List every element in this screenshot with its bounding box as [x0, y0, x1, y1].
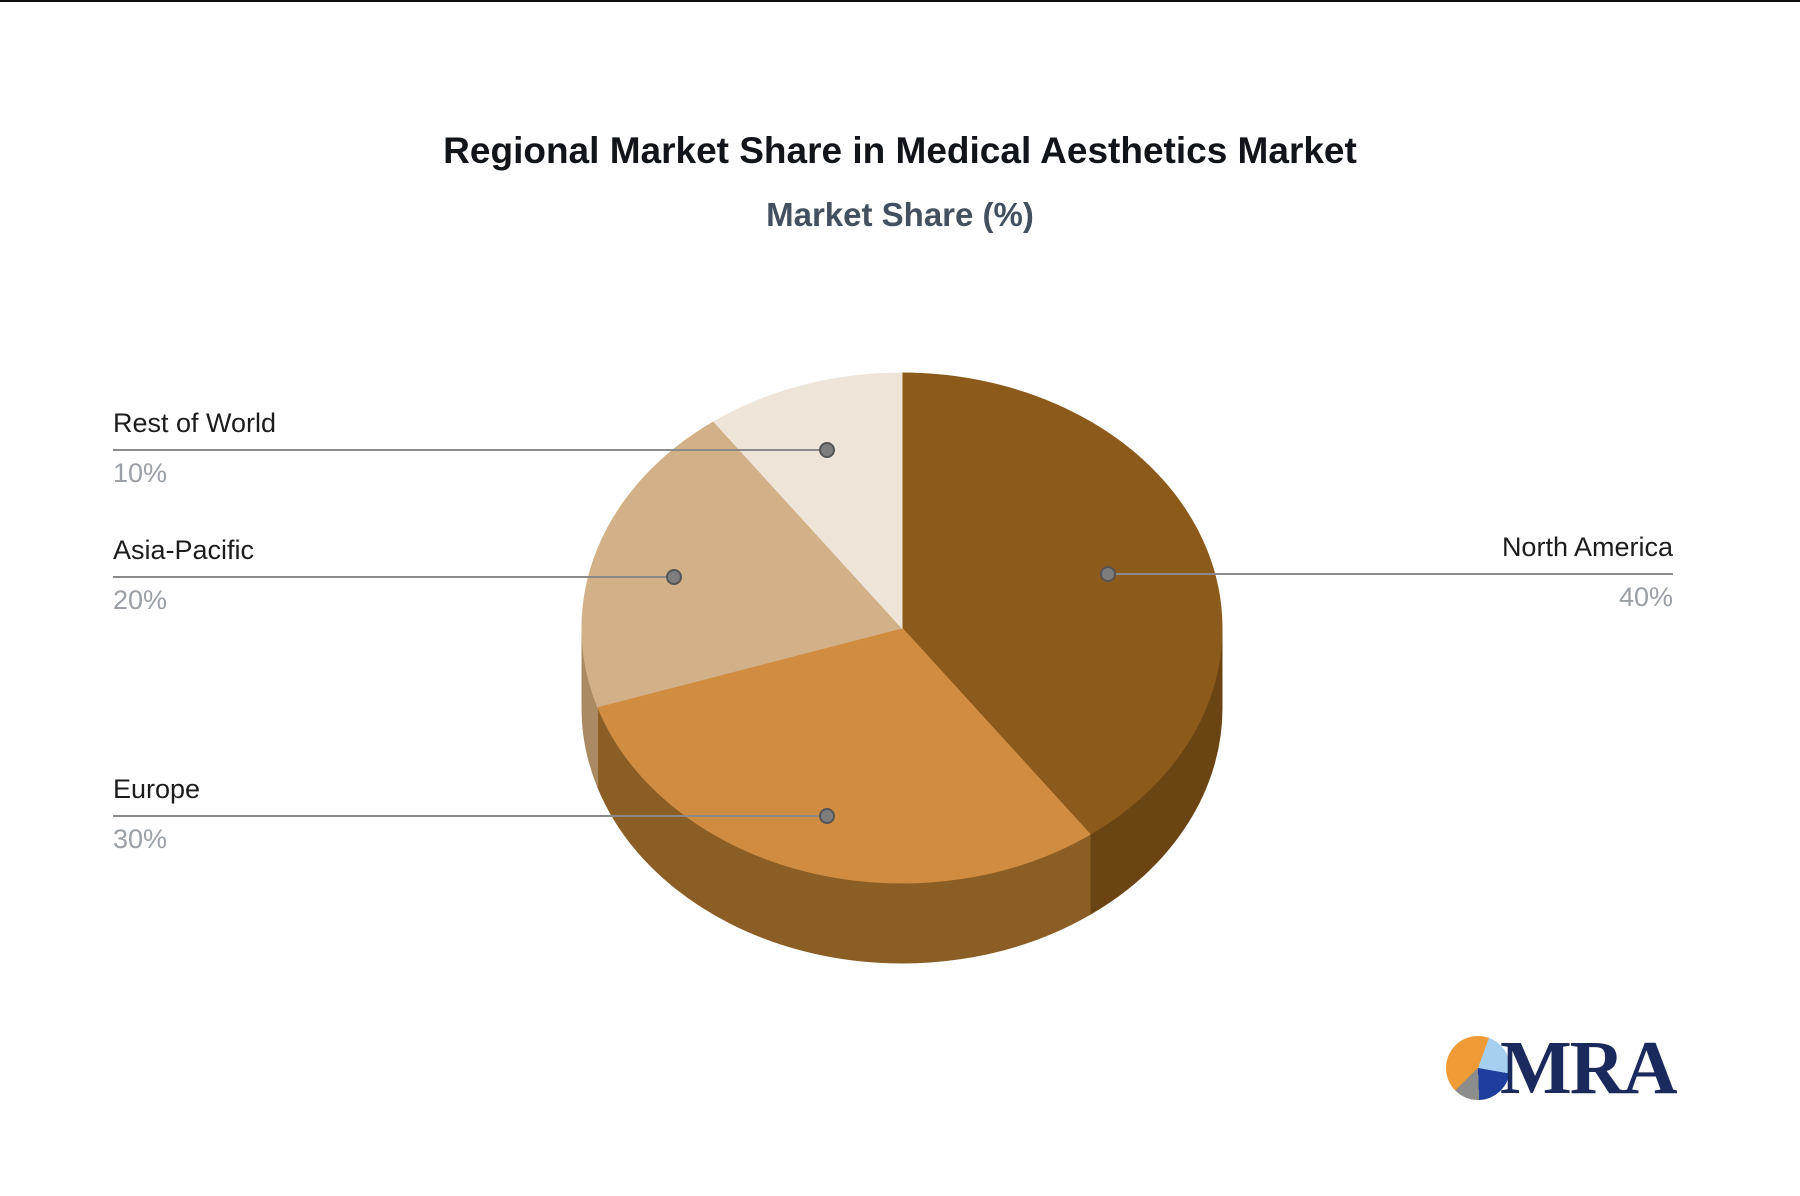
percent-rest-of-world: 10% [113, 458, 168, 488]
callout-lines [113, 442, 1673, 824]
mra-logo: MRA [1446, 1026, 1678, 1110]
leader-dot-north-america [1100, 566, 1116, 582]
pie-slice-north-america [901, 372, 1223, 835]
percent-europe: 30% [113, 824, 168, 854]
label-asia-pacific: Asia-Pacific [113, 535, 255, 565]
chart-subtitle: Market Share (%) [766, 196, 1034, 233]
leader-dot-europe [819, 808, 835, 824]
pie-slices [581, 372, 1223, 964]
logo-text: MRA [1500, 1026, 1678, 1110]
window-top-edge [0, 0, 1800, 2]
percent-north-america: 40% [1618, 582, 1673, 612]
label-europe: Europe [113, 774, 201, 804]
chart-title: Regional Market Share in Medical Aesthet… [443, 130, 1357, 171]
pie-slice-rest-of-world [713, 372, 903, 630]
label-rest-of-world: Rest of World [113, 408, 277, 438]
leader-dot-rest-of-world [819, 442, 835, 458]
label-north-america: North America [1501, 532, 1673, 562]
pie-chart-logo-icon [1446, 1036, 1510, 1100]
pie-slice-europe [596, 627, 1091, 884]
leader-dot-asia-pacific [666, 569, 682, 585]
pie-slice-asia-pacific [581, 421, 903, 708]
percent-asia-pacific: 20% [113, 585, 168, 615]
